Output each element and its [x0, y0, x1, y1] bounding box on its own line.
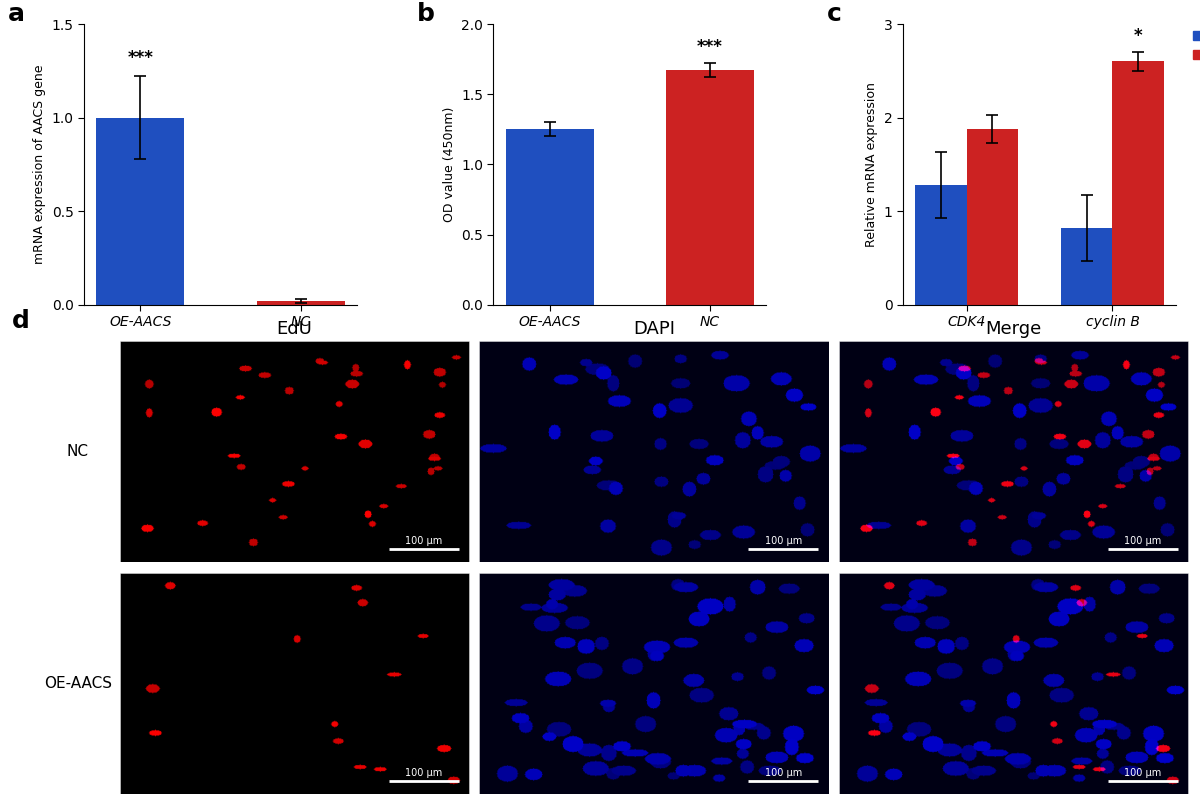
Title: Merge: Merge: [985, 320, 1042, 338]
Text: 100 μm: 100 μm: [406, 536, 443, 545]
Title: DAPI: DAPI: [634, 320, 674, 338]
Text: NC: NC: [67, 444, 89, 459]
Bar: [666, 71, 754, 305]
Bar: [96, 118, 185, 305]
Text: 100 μm: 100 μm: [406, 768, 443, 778]
Bar: [966, 129, 1018, 305]
Legend: OE-AACS, NC: OE-AACS, NC: [1188, 25, 1200, 67]
Y-axis label: Relative mRNA expression: Relative mRNA expression: [865, 82, 878, 247]
Text: a: a: [7, 2, 24, 26]
Text: 100 μm: 100 μm: [1124, 536, 1162, 545]
Y-axis label: mRNA expression of AACS gene: mRNA expression of AACS gene: [34, 65, 46, 264]
Text: c: c: [827, 2, 841, 26]
Text: ***: ***: [127, 49, 154, 67]
Bar: [506, 129, 594, 305]
Bar: [1112, 62, 1164, 305]
Text: 100 μm: 100 μm: [764, 768, 802, 778]
Title: EdU: EdU: [276, 320, 312, 338]
Text: b: b: [418, 2, 434, 26]
Bar: [257, 301, 344, 305]
Text: 100 μm: 100 μm: [764, 536, 802, 545]
Text: 100 μm: 100 μm: [1124, 768, 1162, 778]
Text: ***: ***: [697, 38, 722, 56]
Bar: [1061, 228, 1112, 305]
Text: OE-AACS: OE-AACS: [44, 676, 112, 691]
Bar: [916, 185, 966, 305]
Y-axis label: OD value (450nm): OD value (450nm): [443, 107, 456, 222]
Text: d: d: [12, 309, 30, 333]
Text: *: *: [1134, 26, 1142, 45]
